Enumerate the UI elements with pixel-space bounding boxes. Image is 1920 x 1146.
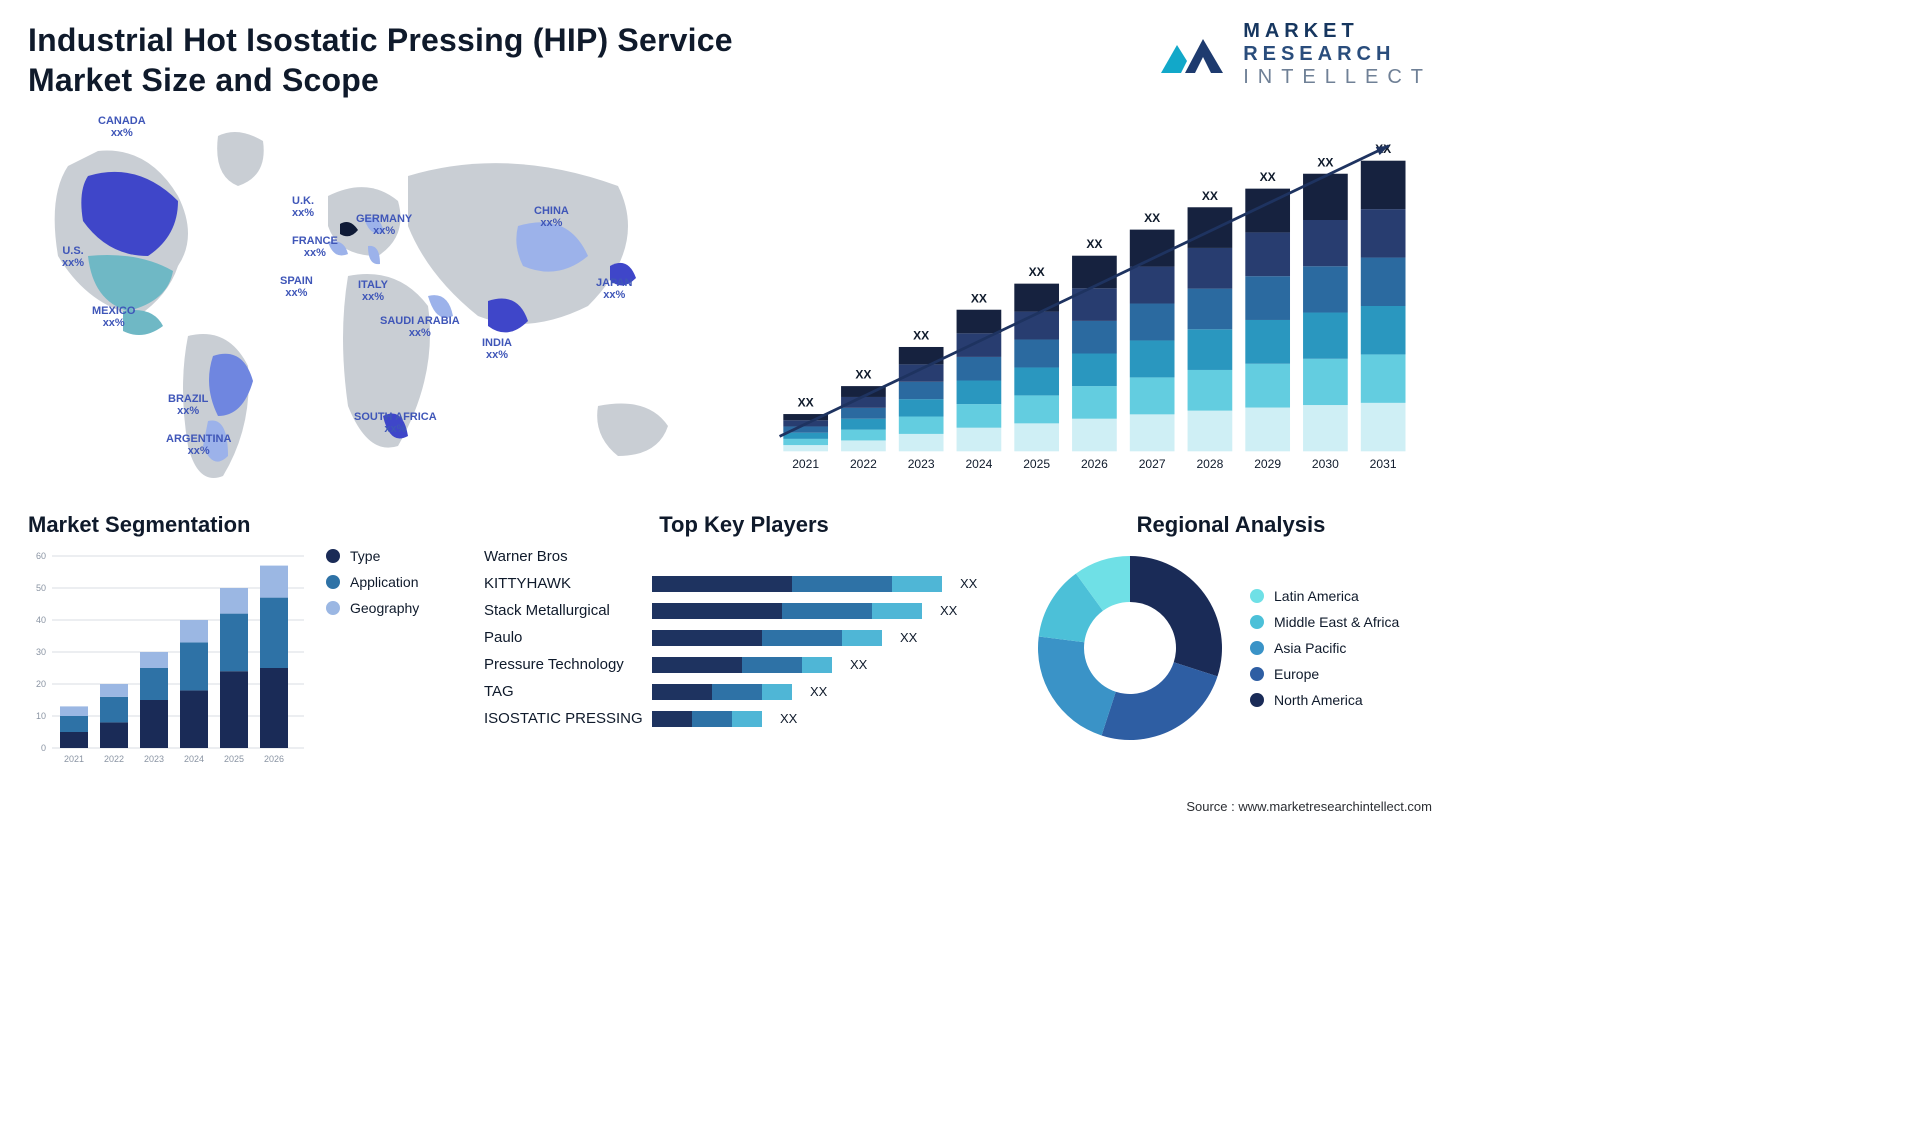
map-label: U.S.xx% [62,246,84,269]
growth-chart: XX 2021 XX 2022 XX 2023 XX 2024 XX 2025 XX 2026 XX 20… [768,106,1432,496]
svg-text:2031: 2031 [1370,457,1397,471]
svg-text:2021: 2021 [64,754,84,764]
segmentation-legend: Type Application Geography [326,548,419,616]
svg-text:XX: XX [913,329,929,343]
map-label: SPAINxx% [280,276,313,299]
svg-text:40: 40 [36,615,46,625]
svg-text:2021: 2021 [792,457,819,471]
svg-text:2023: 2023 [144,754,164,764]
legend-item: Asia Pacific [1250,640,1399,656]
legend-item: Type [326,548,419,564]
svg-text:XX: XX [855,368,871,382]
svg-text:XX: XX [1029,265,1045,279]
player-row: Stack MetallurgicalXX [484,602,1004,619]
map-label: CANADAxx% [98,116,146,139]
page-title: Industrial Hot Isostatic Pressing (HIP) … [28,20,788,100]
map-label: BRAZILxx% [168,394,208,417]
map-label: U.K.xx% [292,196,314,219]
svg-text:2026: 2026 [1081,457,1108,471]
map-label: ARGENTINAxx% [166,434,231,457]
map-label: MEXICOxx% [92,306,135,329]
svg-text:2022: 2022 [104,754,124,764]
regional-title: Regional Analysis [1030,512,1432,538]
map-label: INDIAxx% [482,338,512,361]
svg-text:2025: 2025 [1023,457,1050,471]
segmentation-chart: 0 10 20 30 40 50 60 2021 2022 2023 2024 2025 2026 [28,548,308,768]
brand-logo: MARKET RESEARCH INTELLECT [1157,20,1432,89]
legend-item: Middle East & Africa [1250,614,1399,630]
player-row: TAGXX [484,683,1004,700]
players-list: Warner Bros KITTYHAWKXX Stack Metallurgica… [484,548,1004,727]
svg-text:2023: 2023 [908,457,935,471]
player-row: Pressure TechnologyXX [484,656,1004,673]
svg-text:0: 0 [41,743,46,753]
svg-text:2025: 2025 [224,754,244,764]
map-label: JAPANxx% [596,278,632,301]
players-panel: Top Key Players Warner Bros KITTYHAWKXX St… [484,508,1004,768]
svg-text:20: 20 [36,679,46,689]
svg-text:10: 10 [36,711,46,721]
svg-text:XX: XX [1144,211,1160,225]
world-map: CANADAxx% U.S.xx% MEXICOxx% BRAZILxx% ARGENT… [28,106,748,496]
svg-text:2024: 2024 [965,457,992,471]
legend-item: Latin America [1250,588,1399,604]
svg-text:2027: 2027 [1139,457,1166,471]
svg-text:2026: 2026 [264,754,284,764]
map-label: FRANCExx% [292,236,338,259]
player-row: PauloXX [484,629,1004,646]
players-title: Top Key Players [484,512,1004,538]
map-label: GERMANYxx% [356,214,412,237]
svg-text:XX: XX [1086,237,1102,251]
segmentation-title: Market Segmentation [28,512,458,538]
regional-panel: Regional Analysis Latin America Middle Ea… [1030,508,1432,768]
legend-item: Geography [326,600,419,616]
segmentation-panel: Market Segmentation 0 10 20 30 40 50 60 2021 202… [28,508,458,768]
svg-text:2029: 2029 [1254,457,1281,471]
svg-text:60: 60 [36,551,46,561]
regional-donut [1030,548,1230,748]
svg-text:XX: XX [1202,189,1218,203]
map-label: ITALYxx% [358,280,388,303]
brand-text: MARKET RESEARCH INTELLECT [1243,20,1432,89]
player-row: KITTYHAWKXX [484,575,1004,592]
legend-item: North America [1250,692,1399,708]
regional-legend: Latin America Middle East & Africa Asia Pa… [1250,588,1399,708]
svg-text:2030: 2030 [1312,457,1339,471]
source-text: Source : www.marketresearchintellect.com [1186,799,1432,814]
svg-text:2028: 2028 [1196,457,1223,471]
svg-text:2024: 2024 [184,754,204,764]
player-row: ISOSTATIC PRESSINGXX [484,710,1004,727]
map-label: SAUDI ARABIAxx% [380,316,460,339]
map-label: SOUTH AFRICAxx% [354,412,437,435]
svg-text:30: 30 [36,647,46,657]
svg-text:XX: XX [971,291,987,305]
svg-text:50: 50 [36,583,46,593]
player-row: Warner Bros [484,548,1004,565]
svg-text:2022: 2022 [850,457,877,471]
svg-text:XX: XX [1260,170,1276,184]
map-label: CHINAxx% [534,206,569,229]
legend-item: Europe [1250,666,1399,682]
legend-item: Application [326,574,419,590]
svg-text:XX: XX [798,396,814,410]
brand-mark-icon [1157,29,1229,81]
svg-text:XX: XX [1317,155,1333,169]
